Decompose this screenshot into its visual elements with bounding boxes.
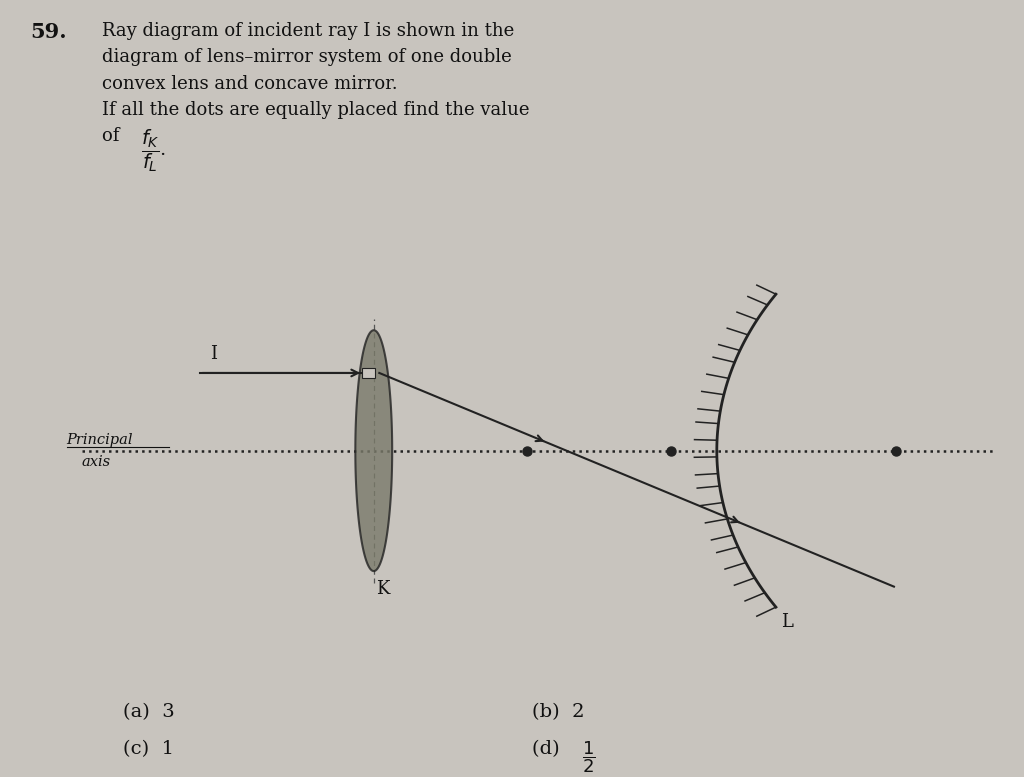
Text: I: I <box>210 345 217 363</box>
Text: (a)  3: (a) 3 <box>123 703 175 721</box>
Text: (b)  2: (b) 2 <box>532 703 585 721</box>
Text: K: K <box>376 580 389 598</box>
Text: diagram of lens–mirror system of one double: diagram of lens–mirror system of one dou… <box>102 48 512 66</box>
Text: $\dfrac{1}{2}$: $\dfrac{1}{2}$ <box>582 740 595 775</box>
Text: If all the dots are equally placed find the value: If all the dots are equally placed find … <box>102 101 529 119</box>
Text: $\dfrac{f_K}{f_L}$.: $\dfrac{f_K}{f_L}$. <box>141 127 167 174</box>
Text: 59.: 59. <box>31 22 68 42</box>
Text: convex lens and concave mirror.: convex lens and concave mirror. <box>102 75 398 92</box>
Polygon shape <box>355 330 392 571</box>
Text: Ray diagram of incident ray I is shown in the: Ray diagram of incident ray I is shown i… <box>102 22 515 40</box>
Text: Principal: Principal <box>67 433 133 447</box>
Text: axis: axis <box>82 455 111 469</box>
Text: (c)  1: (c) 1 <box>123 740 174 758</box>
Text: (d): (d) <box>532 740 572 758</box>
Text: of: of <box>102 127 126 145</box>
Bar <box>361 368 375 378</box>
Text: L: L <box>781 613 793 632</box>
